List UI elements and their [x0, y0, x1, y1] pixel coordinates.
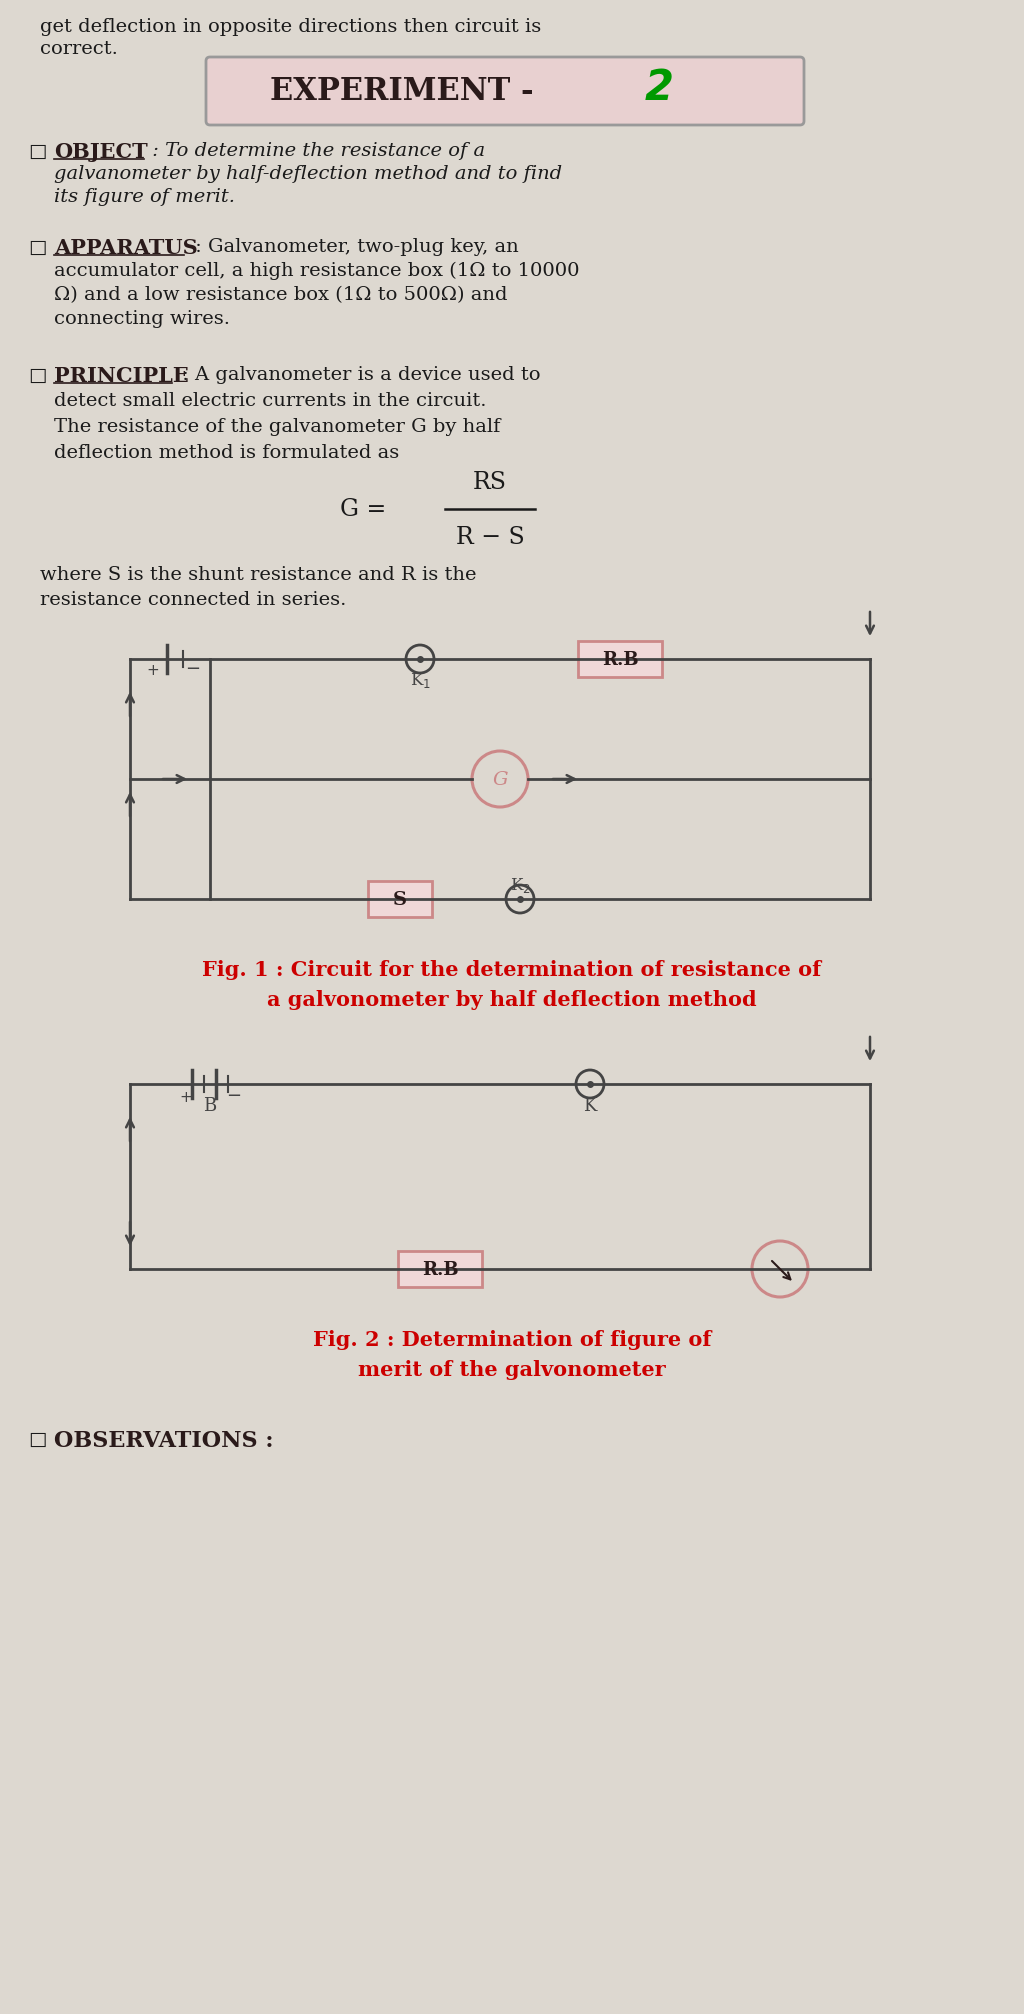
Text: OBJECT: OBJECT [54, 141, 147, 161]
Text: OBSERVATIONS :: OBSERVATIONS : [54, 1430, 273, 1452]
Text: □: □ [28, 367, 46, 385]
Text: : To determine the resistance of a: : To determine the resistance of a [146, 141, 485, 159]
Text: □: □ [28, 141, 46, 161]
Text: : A galvanometer is a device used to: : A galvanometer is a device used to [176, 367, 541, 385]
Text: a galvonometer by half deflection method: a galvonometer by half deflection method [267, 989, 757, 1009]
Text: get deflection in opposite directions then circuit is: get deflection in opposite directions th… [40, 18, 542, 36]
Text: G =: G = [340, 497, 386, 522]
Text: galvanometer by half-deflection method and to find: galvanometer by half-deflection method a… [54, 165, 562, 183]
Text: RS: RS [473, 471, 507, 493]
Text: 2: 2 [645, 66, 674, 109]
Text: Fig. 1 : Circuit for the determination of resistance of: Fig. 1 : Circuit for the determination o… [203, 959, 821, 979]
Text: R.B: R.B [422, 1261, 459, 1279]
Text: The resistance of the galvanometer G by half: The resistance of the galvanometer G by … [54, 417, 501, 435]
Text: −: − [185, 661, 201, 677]
Text: deflection method is formulated as: deflection method is formulated as [54, 443, 399, 461]
Text: resistance connected in series.: resistance connected in series. [40, 590, 346, 608]
Text: Ω) and a low resistance box (1Ω to 500Ω) and: Ω) and a low resistance box (1Ω to 500Ω)… [54, 286, 508, 304]
Text: □: □ [28, 238, 46, 258]
Text: PRINCIPLE: PRINCIPLE [54, 367, 188, 387]
FancyBboxPatch shape [206, 58, 804, 127]
Text: B: B [204, 1096, 217, 1114]
Text: S: S [393, 890, 407, 908]
Text: merit of the galvonometer: merit of the galvonometer [358, 1359, 666, 1380]
Text: +: + [146, 663, 160, 677]
Text: detect small electric currents in the circuit.: detect small electric currents in the ci… [54, 393, 486, 409]
Text: its figure of merit.: its figure of merit. [54, 187, 234, 205]
Text: −: − [226, 1086, 242, 1104]
Text: K$_1$: K$_1$ [410, 671, 430, 689]
FancyBboxPatch shape [398, 1251, 482, 1287]
Text: where S is the shunt resistance and R is the: where S is the shunt resistance and R is… [40, 566, 476, 584]
Text: R − S: R − S [456, 526, 524, 548]
Text: +: + [179, 1090, 193, 1104]
Text: accumulator cell, a high resistance box (1Ω to 10000: accumulator cell, a high resistance box … [54, 262, 580, 280]
Text: : Galvanometer, two-plug key, an: : Galvanometer, two-plug key, an [189, 238, 519, 256]
Text: EXPERIMENT -: EXPERIMENT - [270, 77, 544, 107]
FancyBboxPatch shape [368, 882, 432, 918]
Text: correct.: correct. [40, 40, 118, 58]
Text: Fig. 2 : Determination of figure of: Fig. 2 : Determination of figure of [312, 1329, 712, 1349]
Text: connecting wires.: connecting wires. [54, 310, 230, 328]
Text: APPARATUS: APPARATUS [54, 238, 198, 258]
FancyBboxPatch shape [578, 642, 662, 677]
Text: K: K [584, 1096, 597, 1114]
Text: G: G [493, 771, 508, 789]
Text: R.B: R.B [602, 651, 638, 669]
Text: □: □ [28, 1430, 46, 1448]
Text: K$_2$: K$_2$ [510, 876, 530, 894]
